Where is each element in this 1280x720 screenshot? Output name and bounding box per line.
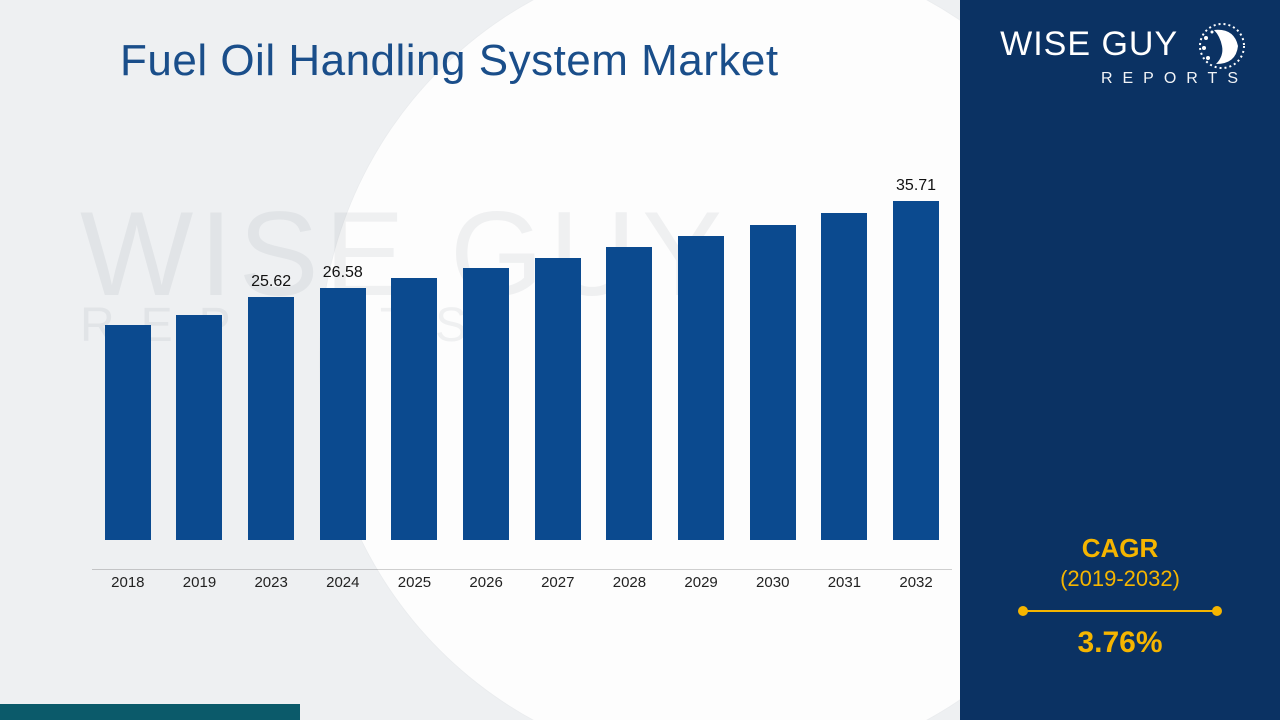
cagr-box: CAGR (2019-2032) 3.76% [1000, 533, 1240, 660]
x-tick-label: 2019 [169, 574, 229, 600]
brand-logo: WISE GUY REPORTS [1000, 18, 1248, 88]
bar-rect [248, 297, 294, 540]
x-tick-label: 2024 [313, 574, 373, 600]
bar-wrap [599, 223, 659, 540]
bar-wrap: 26.58 [313, 264, 373, 541]
brand-logo-sub: REPORTS [1000, 70, 1248, 88]
bar-rect [535, 258, 581, 540]
bar-rect [463, 268, 509, 540]
bar-rect [176, 315, 222, 540]
bar-rect [606, 247, 652, 540]
plot-area: 25.62 26.58 35.71 [92, 160, 952, 570]
bar-wrap [743, 201, 803, 540]
brand-logo-text: WISE GUY [1000, 25, 1177, 63]
bar-wrap: 35.71 [886, 177, 946, 540]
bar-wrap [98, 301, 158, 540]
x-axis-labels: 2018 2019 2023 2024 2025 2026 2027 2028 2029 2030… [92, 574, 952, 600]
bar-rect [678, 236, 724, 540]
bar-value-label: 26.58 [323, 264, 363, 284]
bar-wrap [814, 189, 874, 540]
x-tick-label: 2023 [241, 574, 301, 600]
x-axis-baseline [92, 569, 952, 570]
x-tick-label: 2032 [886, 574, 946, 600]
bar-rect [391, 278, 437, 540]
bar-rect [893, 201, 939, 540]
cagr-divider [1020, 610, 1220, 612]
bar-wrap [384, 254, 444, 540]
bar-wrap: 25.62 [241, 273, 301, 540]
bar-chart: Market Value in USD Billion 25.6226.5835… [32, 160, 952, 600]
x-tick-label: 2025 [384, 574, 444, 600]
x-tick-label: 2026 [456, 574, 516, 600]
x-tick-label: 2018 [98, 574, 158, 600]
bar-wrap [671, 212, 731, 540]
x-tick-label: 2029 [671, 574, 731, 600]
chart-title: Fuel Oil Handling System Market [120, 36, 779, 86]
bar-rect [320, 288, 366, 541]
bar-wrap [528, 234, 588, 540]
cagr-label: CAGR [1000, 533, 1240, 564]
brand-logo-main: WISE GUY [1000, 18, 1248, 74]
bar-rect [750, 225, 796, 540]
bar-value-label: 35.71 [896, 177, 936, 197]
x-tick-label: 2030 [743, 574, 803, 600]
bars-container: 25.62 26.58 35.71 [92, 160, 952, 540]
cagr-value: 3.76% [1000, 626, 1240, 660]
bar-value-label: 25.62 [251, 273, 291, 293]
x-tick-label: 2031 [814, 574, 874, 600]
bottom-accent-bar [0, 704, 300, 720]
bar-rect [821, 213, 867, 540]
x-tick-label: 2028 [599, 574, 659, 600]
page-root: WISE GUY REPORTS Fuel Oil Handling Syste… [0, 0, 1280, 720]
bar-wrap [169, 291, 229, 540]
bar-wrap [456, 244, 516, 540]
brand-head-icon [1192, 18, 1248, 74]
x-tick-label: 2027 [528, 574, 588, 600]
cagr-range: (2019-2032) [1000, 566, 1240, 592]
bar-rect [105, 325, 151, 540]
